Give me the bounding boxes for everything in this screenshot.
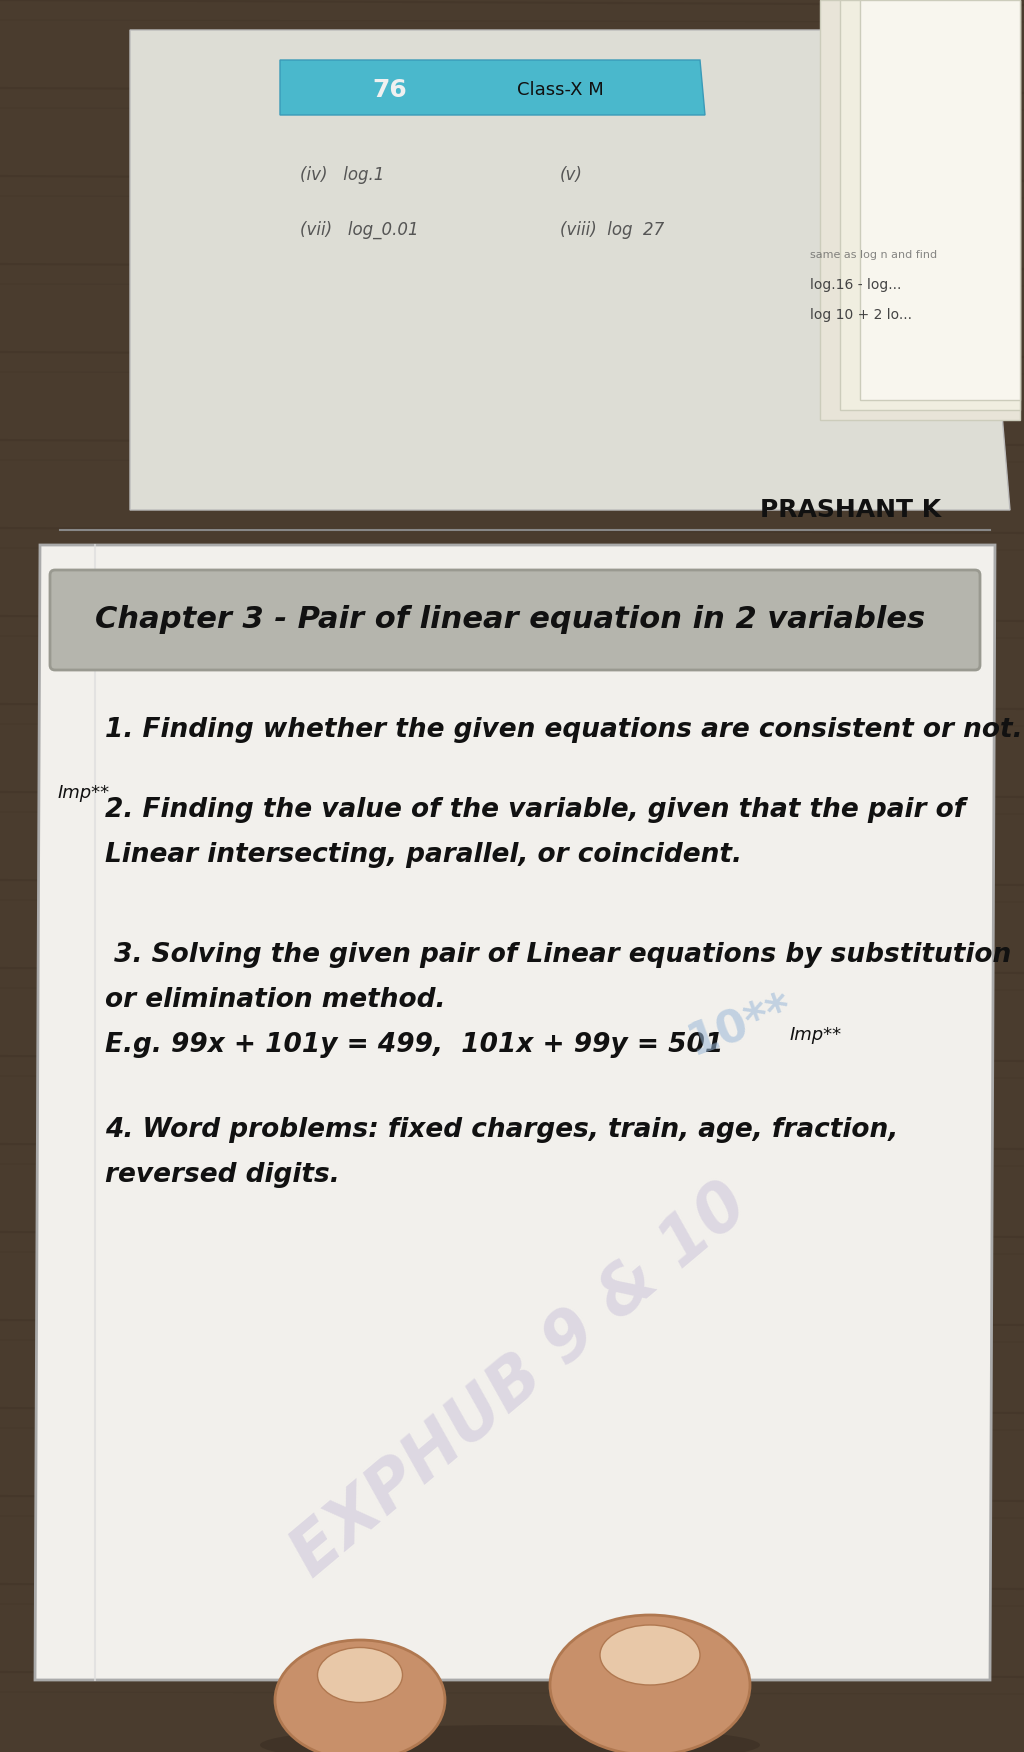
Text: Imp**: Imp** [790, 1027, 842, 1044]
Bar [840, 0, 1020, 410]
Text: (v): (v) [560, 166, 583, 184]
Bar [820, 0, 1020, 420]
Text: 4. Word problems: fixed charges, train, age, fraction,: 4. Word problems: fixed charges, train, … [105, 1118, 898, 1142]
Text: same as log n and find: same as log n and find [810, 251, 937, 259]
Text: Class-X M: Class-X M [517, 81, 603, 100]
Text: or elimination method.: or elimination method. [105, 986, 445, 1013]
Text: 10**: 10** [682, 986, 799, 1063]
Polygon shape [280, 60, 705, 116]
Text: E.g. 99x + 101y = 499,  101x + 99y = 501: E.g. 99x + 101y = 499, 101x + 99y = 501 [105, 1032, 723, 1058]
Text: Imp**: Imp** [58, 783, 111, 802]
Text: log 10 + 2 lo...: log 10 + 2 lo... [810, 308, 912, 322]
Text: reversed digits.: reversed digits. [105, 1162, 340, 1188]
Ellipse shape [260, 1726, 760, 1752]
Text: Chapter 3 - Pair of linear equation in 2 variables: Chapter 3 - Pair of linear equation in 2… [95, 606, 925, 634]
Text: Linear intersecting, parallel, or coincident.: Linear intersecting, parallel, or coinci… [105, 843, 742, 867]
Text: (iv)   log.1: (iv) log.1 [300, 166, 384, 184]
Text: 2. Finding the value of the variable, given that the pair of: 2. Finding the value of the variable, gi… [105, 797, 966, 823]
Ellipse shape [275, 1640, 445, 1752]
Polygon shape [35, 545, 995, 1680]
Bar [860, 0, 1020, 399]
Ellipse shape [317, 1647, 402, 1703]
Polygon shape [130, 30, 1010, 510]
Text: (vii)   log_0.01: (vii) log_0.01 [300, 221, 419, 238]
Text: 1. Finding whether the given equations are consistent or not.: 1. Finding whether the given equations a… [105, 717, 1023, 743]
Ellipse shape [600, 1626, 700, 1685]
Text: 3. Solving the given pair of Linear equations by substitution: 3. Solving the given pair of Linear equa… [105, 943, 1012, 969]
Ellipse shape [550, 1615, 750, 1752]
Text: 76: 76 [373, 79, 408, 102]
Text: EXPHUB 9 & 10: EXPHUB 9 & 10 [280, 1170, 761, 1589]
Text: (viii)  log  27: (viii) log 27 [560, 221, 665, 238]
Text: log.16 - log...: log.16 - log... [810, 279, 901, 293]
Text: PRASHANT K: PRASHANT K [760, 498, 941, 522]
FancyBboxPatch shape [50, 569, 980, 669]
